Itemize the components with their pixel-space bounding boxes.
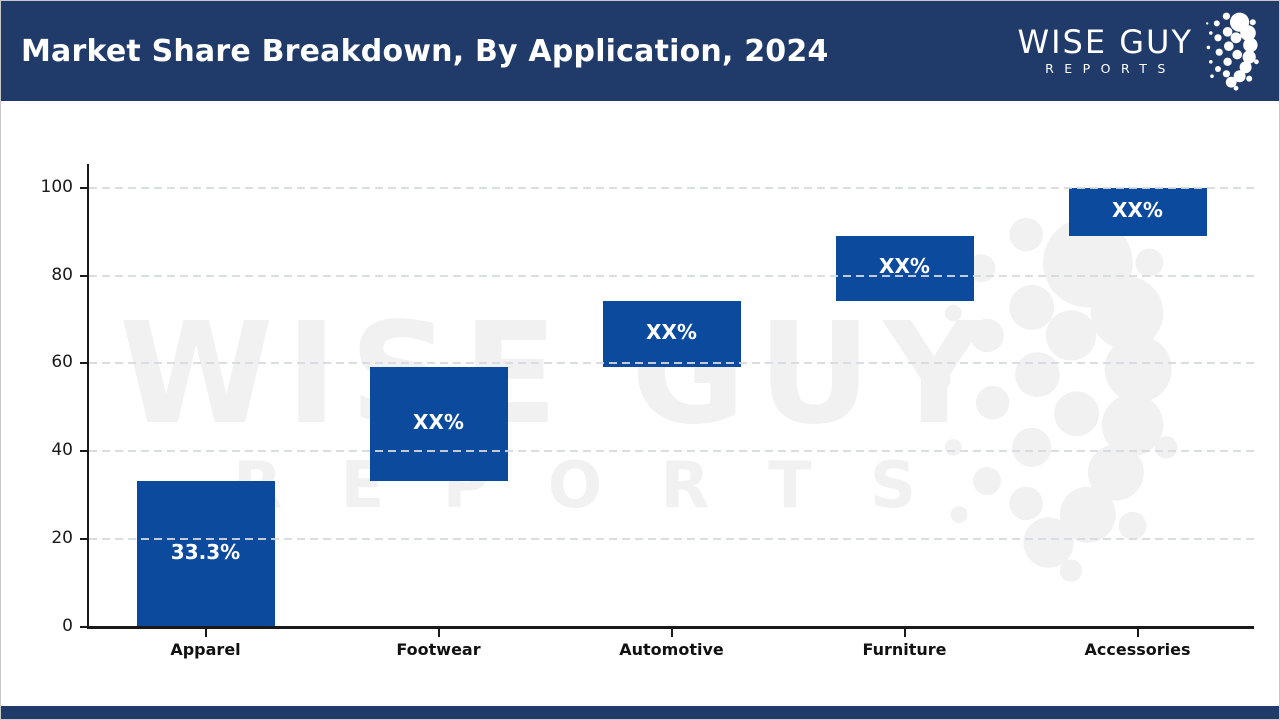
- footer-bar: [1, 706, 1279, 719]
- x-category-label: Apparel: [170, 640, 241, 659]
- y-tick-40: [80, 450, 88, 453]
- bar-value-label: XX%: [1112, 197, 1163, 222]
- gridline-20: [89, 538, 1254, 541]
- bar-footwear: [369, 366, 508, 481]
- x-tick-accessories: [1136, 629, 1139, 637]
- logo-wordmark: WISE GUY: [1017, 22, 1193, 61]
- logo-subtext: REPORTS: [1045, 61, 1176, 77]
- bar-furniture: [835, 235, 974, 301]
- bar-value-label: 33.3%: [170, 539, 241, 564]
- watermark-wordmark: WISE GUY: [119, 293, 997, 456]
- bar-value-label: XX%: [646, 319, 697, 344]
- bar-value-label: XX%: [413, 409, 464, 434]
- x-tick-furniture: [903, 629, 906, 637]
- gridline-60: [89, 362, 1254, 365]
- x-category-label: Footwear: [396, 640, 481, 659]
- y-tick-label: 0: [62, 616, 73, 636]
- x-category-label: Accessories: [1084, 640, 1191, 659]
- y-tick-label: 40: [51, 440, 73, 461]
- y-axis-spine: [87, 164, 89, 629]
- gridline-100: [89, 186, 1254, 189]
- bar-accessories: [1068, 187, 1207, 236]
- chart-title: Market Share Breakdown, By Application, …: [21, 33, 829, 69]
- y-tick-80: [80, 274, 88, 277]
- x-tick-apparel: [204, 629, 207, 637]
- y-tick-60: [80, 362, 88, 365]
- wiseguy-head-icon: [1206, 12, 1259, 91]
- bar-apparel: [136, 480, 275, 627]
- x-category-label: Furniture: [862, 640, 947, 659]
- y-tick-label: 60: [51, 352, 73, 373]
- x-axis-spine: [87, 626, 1254, 629]
- y-tick-label: 100: [40, 176, 73, 197]
- bar-value-label: XX%: [879, 254, 930, 279]
- y-tick-100: [80, 186, 88, 189]
- watermark-subtext: R E P O R T S: [233, 449, 935, 523]
- y-tick-20: [80, 538, 88, 541]
- y-tick-0: [80, 626, 88, 628]
- x-tick-footwear: [437, 629, 440, 637]
- y-tick-label: 20: [51, 528, 73, 549]
- wiseguy-logo-text: WISE GUY REPORTS: [1017, 22, 1193, 77]
- gridline-40: [89, 450, 1254, 453]
- wiseguy-logo: WISE GUY REPORTS: [1017, 9, 1261, 93]
- chart-area: WISE GUY R E P O R T S 0 20 40 60 80 100 33.3%…: [1, 101, 1279, 708]
- header-bar: Market Share Breakdown, By Application, …: [1, 1, 1279, 101]
- bar-automotive: [602, 300, 741, 367]
- y-tick-label: 80: [51, 264, 73, 285]
- x-tick-automotive: [670, 629, 673, 637]
- gridline-80: [89, 274, 1254, 277]
- x-category-label: Automotive: [619, 640, 724, 659]
